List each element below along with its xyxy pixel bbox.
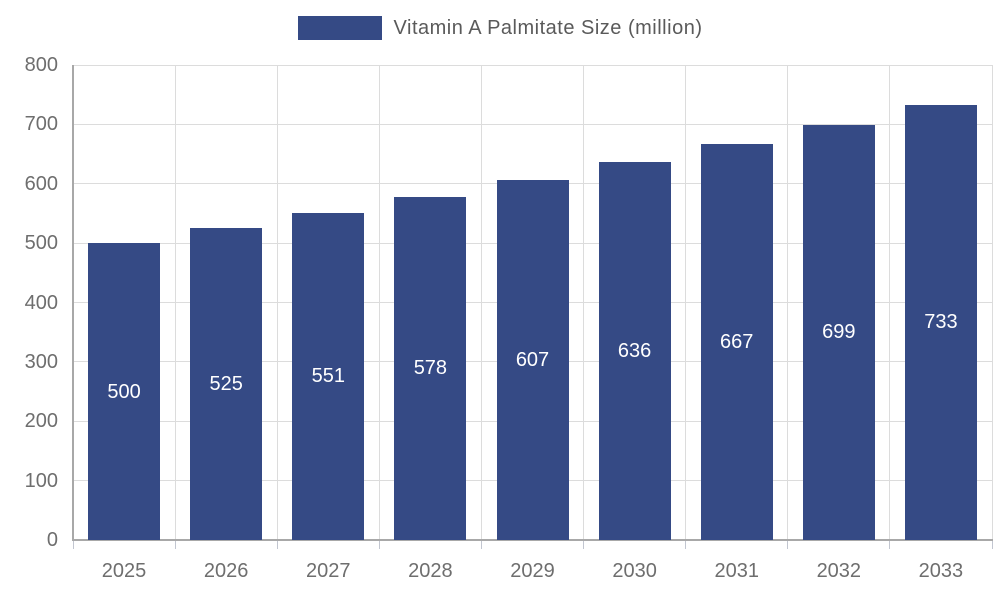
gridline-vertical [480, 65, 482, 540]
bar-value-label: 551 [311, 365, 345, 388]
x-tick-label: 2030 [612, 560, 657, 582]
x-tick-label: 2029 [510, 560, 555, 582]
x-axis-line [72, 539, 993, 541]
y-tick-label: 500 [24, 232, 58, 255]
x-tick-mark [583, 541, 585, 549]
bar-value-label: 667 [720, 330, 754, 353]
bar-value-label: 733 [924, 311, 958, 334]
bar [598, 162, 671, 540]
y-tick-label: 0 [46, 529, 58, 551]
bar [904, 104, 977, 540]
x-tick-mark [378, 541, 380, 549]
y-tick-label: 800 [24, 54, 58, 76]
gridline-vertical [991, 65, 993, 540]
x-tick-mark [787, 541, 789, 549]
x-tick-label: 2027 [306, 560, 351, 582]
bar [190, 228, 263, 540]
y-axis-line [72, 65, 74, 541]
y-tick-label: 600 [24, 172, 58, 195]
bar [88, 243, 161, 540]
bar-value-label: 607 [515, 348, 550, 371]
y-tick-label: 100 [24, 469, 58, 492]
bar-value-label: 500 [107, 380, 141, 403]
x-tick-mark [276, 541, 278, 549]
y-tick-label: 300 [24, 350, 58, 373]
bar [292, 212, 365, 540]
legend-label: Vitamin A Palmitate Size (million) [393, 16, 703, 39]
gridline-vertical [174, 65, 176, 540]
bar [700, 143, 773, 540]
x-tick-label: 2025 [101, 560, 147, 582]
gridline-vertical [685, 65, 687, 540]
x-tick-mark [72, 541, 74, 549]
y-tick-label: 200 [24, 410, 58, 433]
bar-value-label: 525 [209, 373, 243, 396]
bar-value-label: 578 [413, 357, 448, 380]
x-tick-mark [991, 541, 993, 549]
y-tick-label: 700 [24, 113, 58, 136]
gridline-vertical [787, 65, 789, 540]
bar [802, 124, 875, 540]
gridline-vertical [583, 65, 585, 540]
x-tick-mark [174, 541, 176, 549]
x-tick-mark [480, 541, 482, 549]
bar [394, 196, 467, 540]
gridline-vertical [378, 65, 380, 540]
x-tick-label: 2033 [918, 560, 964, 582]
x-tick-mark [889, 541, 891, 549]
bar-value-label: 699 [822, 321, 856, 344]
gridline-vertical [276, 65, 278, 540]
bar [496, 179, 569, 540]
x-tick-label: 2026 [203, 560, 249, 582]
x-tick-label: 2032 [816, 560, 862, 582]
gridline-horizontal [73, 123, 992, 125]
gridline-horizontal [73, 64, 992, 66]
bar-value-label: 636 [617, 340, 652, 363]
gridline-vertical [889, 65, 891, 540]
y-tick-label: 400 [24, 291, 58, 314]
legend-swatch-icon [297, 16, 382, 40]
legend[interactable]: Vitamin A Palmitate Size (million) [0, 16, 1000, 40]
x-tick-label: 2028 [408, 560, 453, 582]
x-tick-mark [685, 541, 687, 549]
x-tick-label: 2031 [714, 560, 759, 582]
